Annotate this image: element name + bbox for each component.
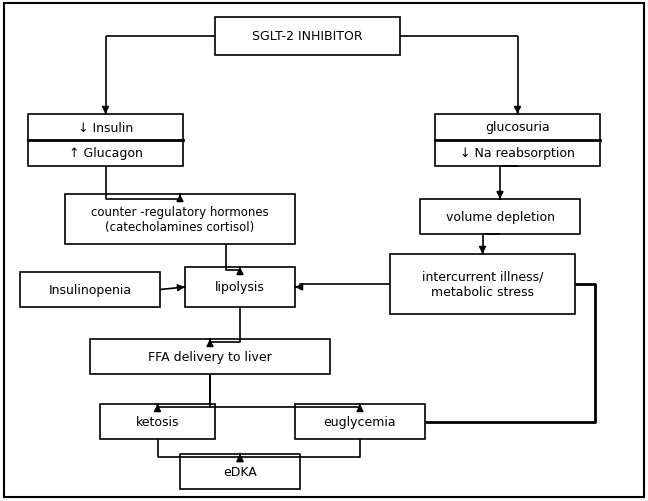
- Text: ↓ Na reabsorption: ↓ Na reabsorption: [460, 147, 575, 160]
- Bar: [90, 339, 330, 374]
- Text: intercurrent illness/
metabolic stress: intercurrent illness/ metabolic stress: [422, 271, 543, 299]
- Bar: [435, 115, 600, 167]
- Bar: [295, 404, 425, 439]
- Text: Insulinopenia: Insulinopenia: [49, 284, 132, 297]
- Text: counter -regulatory hormones
(catecholamines cortisol): counter -regulatory hormones (catecholam…: [91, 205, 269, 233]
- Text: volume depletion: volume depletion: [446, 210, 555, 223]
- Text: ↑ Glucagon: ↑ Glucagon: [69, 147, 143, 160]
- Bar: [215, 18, 400, 56]
- Text: euglycemia: euglycemia: [324, 415, 397, 428]
- Text: eDKA: eDKA: [223, 465, 257, 478]
- Text: glucosuria: glucosuria: [485, 121, 550, 134]
- Bar: [185, 268, 295, 308]
- Bar: [180, 454, 300, 489]
- Bar: [28, 115, 183, 167]
- Text: lipolysis: lipolysis: [215, 281, 265, 294]
- Bar: [420, 199, 580, 234]
- Text: ↓ Insulin: ↓ Insulin: [78, 121, 133, 134]
- Text: SGLT-2 INHIBITOR: SGLT-2 INHIBITOR: [252, 31, 363, 44]
- Text: ketosis: ketosis: [135, 415, 179, 428]
- Bar: [100, 404, 215, 439]
- Text: FFA delivery to liver: FFA delivery to liver: [148, 350, 272, 363]
- Bar: [20, 273, 160, 308]
- Bar: [390, 255, 575, 314]
- Bar: [65, 194, 295, 244]
